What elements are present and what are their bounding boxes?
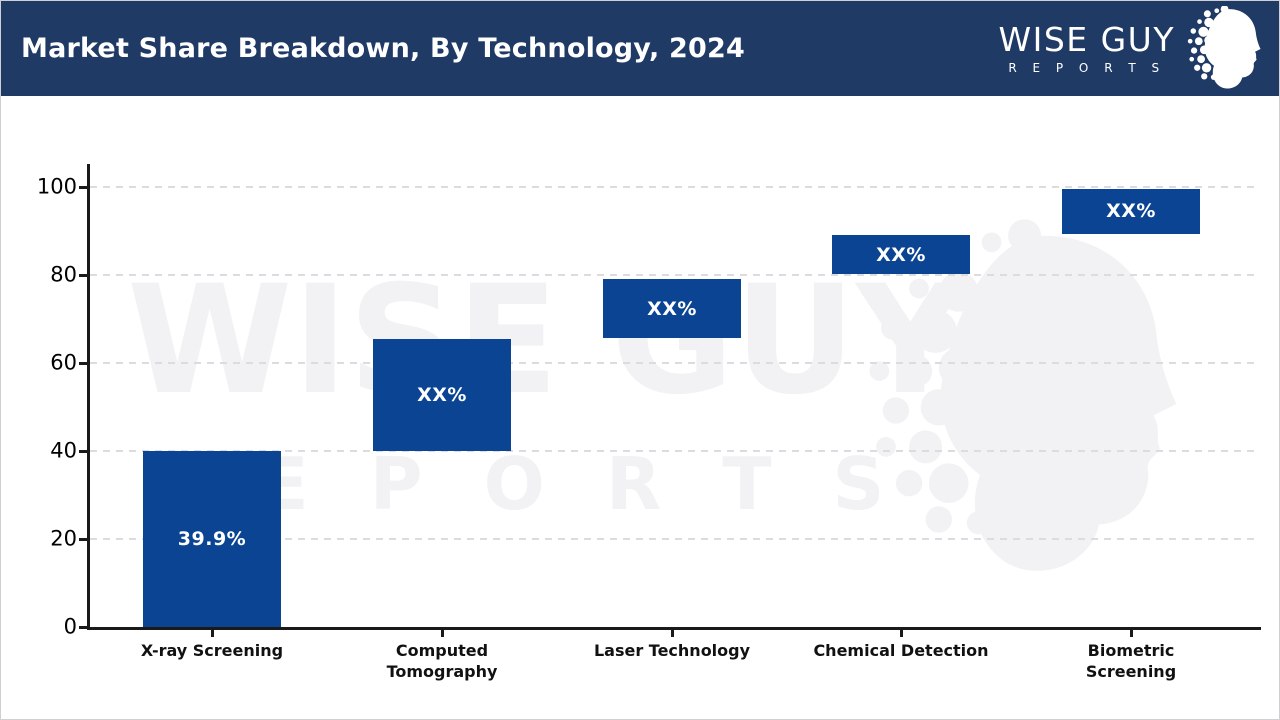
- y-axis-tick: [79, 362, 87, 365]
- x-tick-label: X-ray Screening: [140, 641, 284, 660]
- x-tick-label: Biometric Screening: [1085, 641, 1177, 681]
- y-tick-label: 60: [50, 350, 77, 375]
- y-tick-label: 80: [50, 262, 77, 287]
- y-axis-tick: [79, 450, 87, 453]
- logo-head-icon: [1187, 5, 1261, 89]
- x-axis-tick: [211, 629, 214, 637]
- bar-laser-technology: XX%: [603, 278, 741, 339]
- y-axis-tick: [79, 186, 87, 189]
- y-tick-label: 0: [63, 614, 77, 639]
- wise-guy-logo: WISE GUY R E P O R T S: [998, 5, 1269, 92]
- bar-value-label: XX%: [647, 297, 697, 320]
- y-axis-tick: [79, 626, 87, 629]
- y-axis-tick: [79, 538, 87, 541]
- logo-wordmark: WISE GUY: [998, 19, 1175, 59]
- y-tick-label: 100: [36, 174, 77, 199]
- bar-value-label: XX%: [876, 243, 926, 266]
- header-bar: Market Share Breakdown, By Technology, 2…: [1, 1, 1279, 96]
- gridline: [90, 186, 1259, 188]
- x-tick-label: Laser Technology: [593, 641, 751, 660]
- bar-value-label: XX%: [1106, 200, 1156, 223]
- x-axis-tick: [900, 629, 903, 637]
- bar-computed-tomography: XX%: [373, 338, 511, 451]
- page-title: Market Share Breakdown, By Technology, 2…: [21, 33, 746, 64]
- x-axis-line: [87, 627, 1261, 630]
- x-axis-tick: [671, 629, 674, 637]
- gridline: [90, 362, 1259, 364]
- x-tick-label: Chemical Detection: [813, 641, 989, 660]
- bar-value-label: 39.9%: [177, 528, 247, 551]
- y-axis-line: [87, 164, 90, 629]
- y-axis-tick: [79, 274, 87, 277]
- x-axis-tick: [441, 629, 444, 637]
- y-tick-label: 40: [50, 438, 77, 463]
- watermark-text-line1: WISE GUY: [127, 254, 965, 428]
- chart-area: WISE GUY R E P O R T S 0 20 40 60 80 100 39.9%…: [1, 96, 1279, 719]
- x-axis-tick: [1130, 629, 1133, 637]
- bar-x-ray-screening: 39.9%: [143, 451, 281, 627]
- logo-text: WISE GUY R E P O R T S: [998, 23, 1175, 75]
- gridline: [90, 450, 1259, 452]
- bar-biometric-screening: XX%: [1062, 188, 1200, 235]
- gridline: [90, 538, 1259, 540]
- y-tick-label: 20: [50, 526, 77, 551]
- logo-subtitle: R E P O R T S: [1008, 60, 1166, 75]
- gridline: [90, 274, 1259, 276]
- bar-value-label: XX%: [417, 383, 467, 406]
- bar-chemical-detection: XX%: [832, 234, 970, 275]
- x-tick-label: Computed Tomography: [386, 641, 498, 681]
